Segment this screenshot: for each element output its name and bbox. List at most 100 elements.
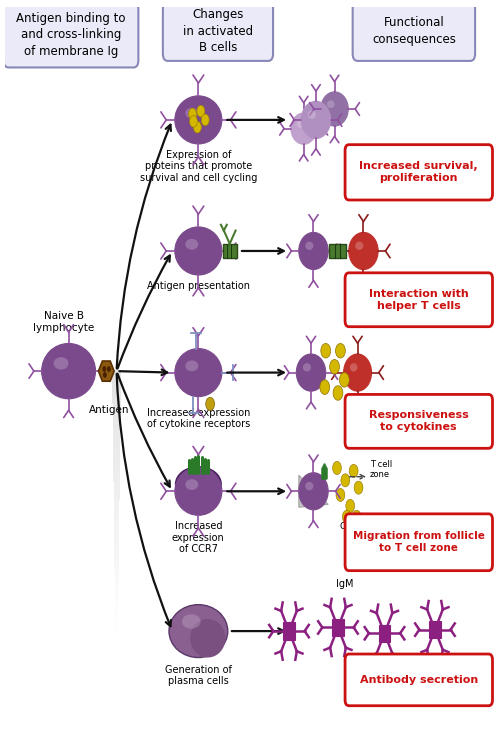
Circle shape bbox=[201, 114, 209, 125]
Circle shape bbox=[354, 481, 363, 494]
Ellipse shape bbox=[54, 357, 68, 370]
Ellipse shape bbox=[190, 619, 225, 658]
Ellipse shape bbox=[327, 100, 334, 108]
FancyBboxPatch shape bbox=[429, 621, 441, 638]
Ellipse shape bbox=[185, 479, 198, 490]
Ellipse shape bbox=[308, 111, 316, 119]
Ellipse shape bbox=[185, 239, 198, 249]
FancyBboxPatch shape bbox=[345, 145, 492, 200]
Ellipse shape bbox=[305, 241, 313, 250]
Ellipse shape bbox=[355, 241, 363, 250]
Circle shape bbox=[336, 343, 346, 358]
Text: Increased survival,
proliferation: Increased survival, proliferation bbox=[360, 162, 478, 183]
Bar bbox=[114, 483, 120, 491]
Bar bbox=[113, 413, 121, 421]
FancyBboxPatch shape bbox=[4, 2, 138, 67]
Circle shape bbox=[352, 510, 361, 523]
FancyBboxPatch shape bbox=[163, 1, 273, 61]
Text: T cell
zone: T cell zone bbox=[370, 460, 392, 479]
Text: Changes
in activated
B cells: Changes in activated B cells bbox=[183, 8, 253, 54]
Bar bbox=[113, 396, 121, 404]
Text: Responsiveness
to cytokines: Responsiveness to cytokines bbox=[369, 410, 469, 432]
Text: Increased expression
of cytokine receptors: Increased expression of cytokine recepto… bbox=[147, 407, 250, 429]
Bar bbox=[112, 387, 121, 396]
Ellipse shape bbox=[175, 466, 222, 502]
Bar bbox=[115, 613, 118, 621]
Polygon shape bbox=[299, 475, 328, 507]
Circle shape bbox=[321, 343, 330, 358]
FancyBboxPatch shape bbox=[353, 1, 475, 61]
Text: Increased
expression
of CCR7: Increased expression of CCR7 bbox=[172, 521, 225, 554]
Ellipse shape bbox=[321, 92, 348, 126]
Circle shape bbox=[349, 464, 358, 477]
Circle shape bbox=[189, 108, 196, 120]
Bar bbox=[113, 456, 120, 465]
Ellipse shape bbox=[182, 614, 201, 629]
Bar bbox=[114, 552, 119, 560]
Bar bbox=[113, 404, 121, 413]
Ellipse shape bbox=[175, 467, 222, 515]
Circle shape bbox=[190, 116, 197, 127]
Bar bbox=[113, 448, 120, 456]
Bar bbox=[114, 560, 119, 569]
Ellipse shape bbox=[349, 232, 378, 269]
FancyBboxPatch shape bbox=[345, 394, 492, 448]
Text: Cytokines: Cytokines bbox=[350, 394, 395, 404]
Bar bbox=[114, 491, 120, 500]
Text: Migration from follicle
to T cell zone: Migration from follicle to T cell zone bbox=[353, 531, 485, 554]
Circle shape bbox=[194, 121, 201, 133]
FancyBboxPatch shape bbox=[379, 624, 390, 642]
Bar bbox=[115, 578, 119, 587]
Ellipse shape bbox=[175, 96, 222, 144]
Bar bbox=[115, 569, 119, 578]
Circle shape bbox=[329, 359, 340, 374]
FancyBboxPatch shape bbox=[345, 514, 492, 570]
Circle shape bbox=[320, 380, 329, 394]
Ellipse shape bbox=[185, 108, 198, 119]
Ellipse shape bbox=[350, 363, 358, 371]
Polygon shape bbox=[99, 361, 114, 382]
Text: IgM: IgM bbox=[336, 579, 353, 589]
Bar bbox=[112, 370, 121, 379]
Text: Naive B
lymphocyte: Naive B lymphocyte bbox=[33, 311, 94, 333]
Bar bbox=[113, 439, 120, 448]
Bar bbox=[113, 465, 120, 474]
FancyBboxPatch shape bbox=[332, 618, 344, 636]
Text: Follicle: Follicle bbox=[304, 484, 338, 493]
Circle shape bbox=[336, 489, 345, 501]
Text: Functional
consequences: Functional consequences bbox=[372, 16, 456, 46]
Ellipse shape bbox=[344, 354, 372, 391]
FancyBboxPatch shape bbox=[329, 244, 346, 258]
Ellipse shape bbox=[291, 113, 316, 145]
Bar bbox=[115, 587, 118, 595]
Text: Expression of
proteins that promote
survival and cell cycling: Expression of proteins that promote surv… bbox=[140, 150, 257, 183]
Text: Generation of
plasma cells: Generation of plasma cells bbox=[165, 665, 232, 686]
Bar bbox=[113, 474, 120, 483]
Text: Antibody secretion: Antibody secretion bbox=[360, 675, 478, 685]
Bar bbox=[114, 517, 119, 525]
Bar bbox=[115, 595, 118, 604]
Bar bbox=[114, 543, 119, 552]
Bar bbox=[114, 534, 119, 543]
Text: Antigen: Antigen bbox=[89, 404, 129, 415]
FancyBboxPatch shape bbox=[223, 244, 236, 258]
Circle shape bbox=[107, 366, 111, 372]
Ellipse shape bbox=[185, 360, 198, 371]
Bar bbox=[114, 508, 119, 517]
Ellipse shape bbox=[299, 473, 328, 510]
Circle shape bbox=[103, 372, 107, 378]
Text: Interaction with
helper T cells: Interaction with helper T cells bbox=[369, 289, 469, 311]
Ellipse shape bbox=[305, 482, 313, 490]
Bar bbox=[115, 621, 118, 630]
Circle shape bbox=[333, 386, 343, 400]
Bar bbox=[113, 421, 120, 430]
Circle shape bbox=[332, 461, 342, 475]
Bar bbox=[114, 525, 119, 534]
Ellipse shape bbox=[299, 232, 328, 269]
Ellipse shape bbox=[303, 363, 311, 371]
Ellipse shape bbox=[175, 227, 222, 275]
Ellipse shape bbox=[42, 343, 96, 399]
Bar bbox=[112, 379, 121, 387]
Circle shape bbox=[341, 474, 350, 487]
Text: Antigen presentation: Antigen presentation bbox=[147, 281, 250, 291]
